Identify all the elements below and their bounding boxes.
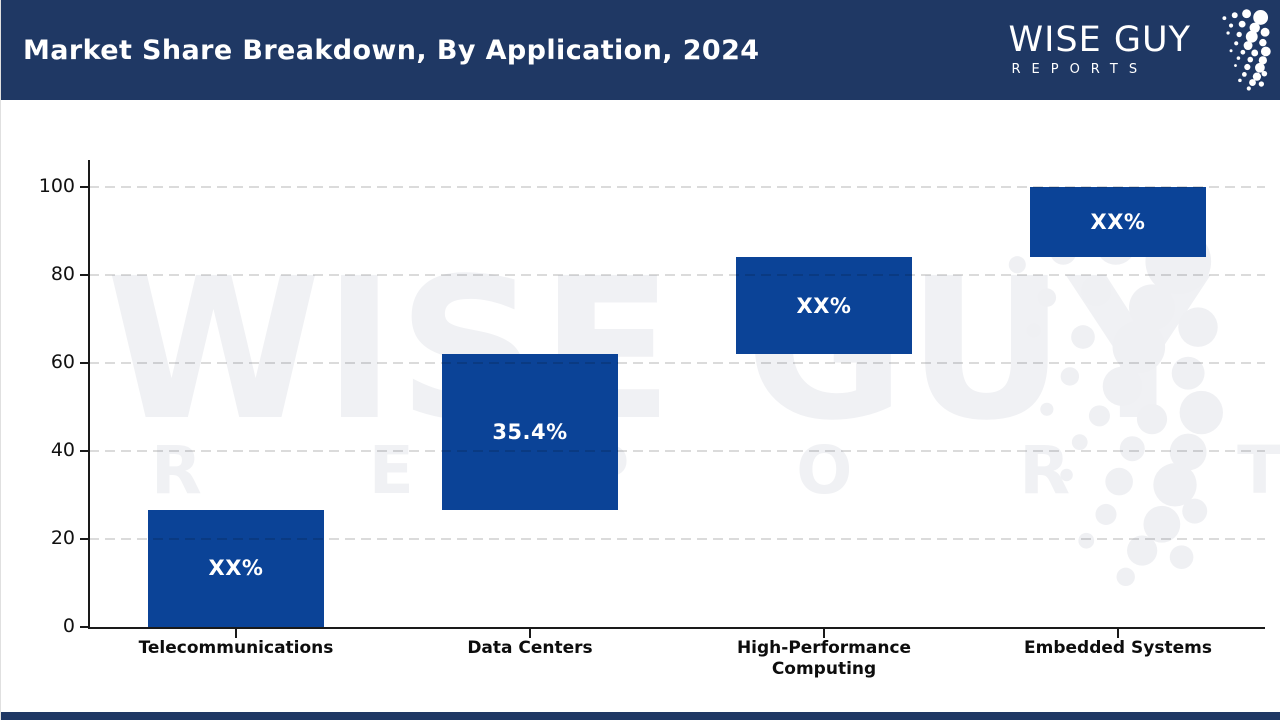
y-axis-line (88, 160, 90, 629)
x-tick (529, 629, 531, 638)
bar-embedded-systems: XX% (1030, 187, 1206, 258)
x-tick (1117, 629, 1119, 638)
y-tick-label: 100 (38, 175, 75, 197)
brand-logo: WISE GUY REPORTS (1008, 8, 1280, 92)
watermark-brand-text: WISE GUY (106, 236, 1211, 463)
bar-data-centers: 35.4% (442, 354, 618, 510)
y-tick (80, 626, 89, 628)
chart-area: WISE GUY R E P O R T S 0 20 40 60 80 100 XX% Te… (1, 100, 1280, 712)
x-tick (235, 629, 237, 638)
y-tick-label: 80 (50, 263, 75, 285)
y-tick-label: 60 (50, 351, 75, 373)
x-tick (823, 629, 825, 638)
dotted-head-icon (1222, 9, 1271, 91)
bar-value-label: XX% (796, 293, 852, 318)
y-tick-label: 0 (62, 615, 75, 637)
dotted-head-watermark (1008, 225, 1223, 587)
footer-bar (1, 712, 1280, 720)
watermark-subtitle-text: R E P O R T S (151, 432, 1280, 509)
y-tick (80, 362, 89, 364)
bar-value-label: 35.4% (492, 420, 568, 445)
bar-telecommunications: XX% (148, 509, 324, 627)
page-title: Market Share Breakdown, By Application, … (23, 34, 760, 66)
y-tick (80, 186, 89, 188)
y-tick-label: 20 (50, 527, 75, 549)
gridline (89, 450, 1265, 452)
logo-wordmark: WISE GUY REPORTS (1008, 20, 1191, 78)
x-category-label: Telecommunications (138, 638, 334, 658)
x-category-label: Embedded Systems (1024, 638, 1212, 658)
bar-high-performance-computing: XX% (736, 257, 912, 355)
y-tick (80, 274, 89, 276)
y-tick (80, 538, 89, 540)
gridline (89, 274, 1265, 276)
gridline (89, 362, 1265, 364)
y-tick-label: 40 (50, 439, 75, 461)
header: Market Share Breakdown, By Application, … (1, 0, 1280, 100)
x-category-label: High-Performance Computing (736, 638, 912, 680)
bar-value-label: XX% (1090, 210, 1146, 235)
y-tick (80, 450, 89, 452)
x-axis-line (88, 627, 1265, 629)
bar-value-label: XX% (208, 556, 264, 581)
logo-subtitle: REPORTS (1011, 62, 1149, 77)
x-category-label: Data Centers (467, 638, 593, 658)
logo-brand-name: WISE GUY (1008, 20, 1191, 60)
